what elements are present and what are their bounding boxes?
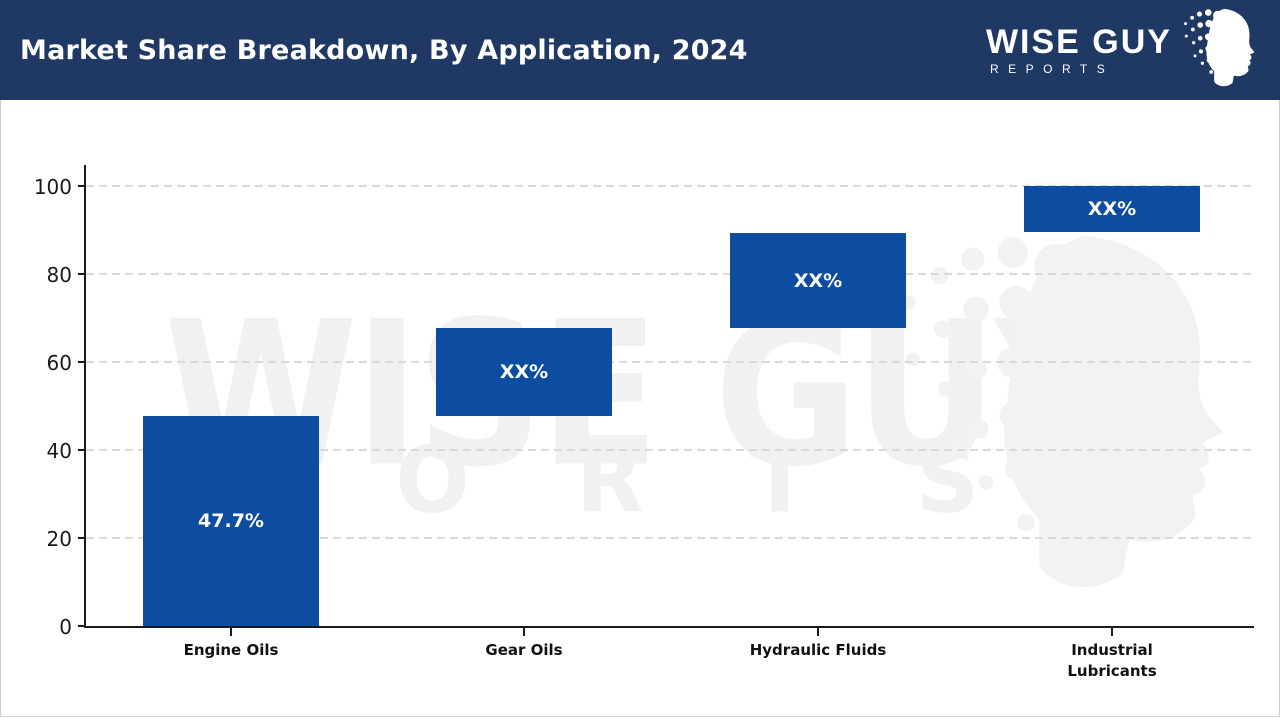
x-axis-category-label: Gear Oils bbox=[485, 641, 563, 659]
x-axis-tick-mark bbox=[523, 628, 525, 636]
grid-line bbox=[86, 361, 1254, 363]
grid-line bbox=[86, 185, 1254, 187]
y-axis-tick-mark bbox=[78, 273, 86, 275]
y-axis-tick-label: 40 bbox=[46, 439, 72, 463]
bar-value-label: XX% bbox=[793, 269, 843, 292]
bar-industrial: XX% bbox=[1024, 186, 1200, 233]
page-title: Market Share Breakdown, By Application, … bbox=[20, 34, 748, 66]
x-axis-line bbox=[84, 626, 1254, 628]
x-axis-category-label: Hydraulic Fluids bbox=[749, 641, 887, 659]
y-axis-tick-mark bbox=[78, 537, 86, 539]
logo-text: WISE GUY REPORTS bbox=[986, 25, 1172, 76]
x-axis-tick-mark bbox=[230, 628, 232, 636]
header-bar: Market Share Breakdown, By Application, … bbox=[0, 0, 1280, 100]
plot-area: 0 20 40 60 80 100 47.7% XX% XX% XX% Engine Oils Gea… bbox=[1, 100, 1279, 716]
watermark-wiseguy-text: WISE GUY bbox=[163, 278, 1122, 512]
x-axis-tick-mark bbox=[817, 628, 819, 636]
grid-line bbox=[86, 537, 1254, 539]
y-axis-tick-label: 100 bbox=[33, 175, 72, 199]
y-axis-tick-mark bbox=[78, 361, 86, 363]
y-axis-tick-label: 0 bbox=[59, 615, 72, 639]
bar-hydraulic-fluids: XX% bbox=[730, 233, 906, 329]
bar-engine-oils: 47.7% bbox=[143, 416, 319, 626]
wiseguy-logo: WISE GUY REPORTS bbox=[986, 6, 1266, 94]
wiseguy-head-icon bbox=[1174, 6, 1266, 94]
bar-value-label: XX% bbox=[1087, 198, 1137, 221]
y-axis-line bbox=[84, 165, 86, 628]
y-axis-tick-label: 80 bbox=[46, 263, 72, 287]
chart-canvas: WISE GUY P O R T S 0 20 40 60 80 100 47.7% XX% X… bbox=[0, 100, 1280, 717]
grid-line bbox=[86, 273, 1254, 275]
bar-gear-oils: XX% bbox=[436, 328, 612, 417]
y-axis-tick-mark bbox=[78, 449, 86, 451]
grid-line bbox=[86, 449, 1254, 451]
x-axis-tick-mark bbox=[1111, 628, 1113, 636]
bar-value-label: XX% bbox=[499, 361, 549, 384]
y-axis-tick-mark bbox=[78, 625, 86, 627]
bar-value-label: 47.7% bbox=[198, 510, 264, 533]
logo-wordmark: WISE GUY bbox=[985, 22, 1172, 61]
y-axis-tick-label: 20 bbox=[46, 527, 72, 551]
watermark-reports-text: P O R T S bbox=[225, 426, 1017, 534]
logo-subtext: REPORTS bbox=[989, 61, 1115, 76]
y-axis-tick-label: 60 bbox=[46, 351, 72, 375]
x-axis-category-label: Industrial Lubricants bbox=[1067, 641, 1157, 680]
x-axis-category-label: Engine Oils bbox=[183, 641, 279, 659]
y-axis-tick-mark bbox=[78, 185, 86, 187]
